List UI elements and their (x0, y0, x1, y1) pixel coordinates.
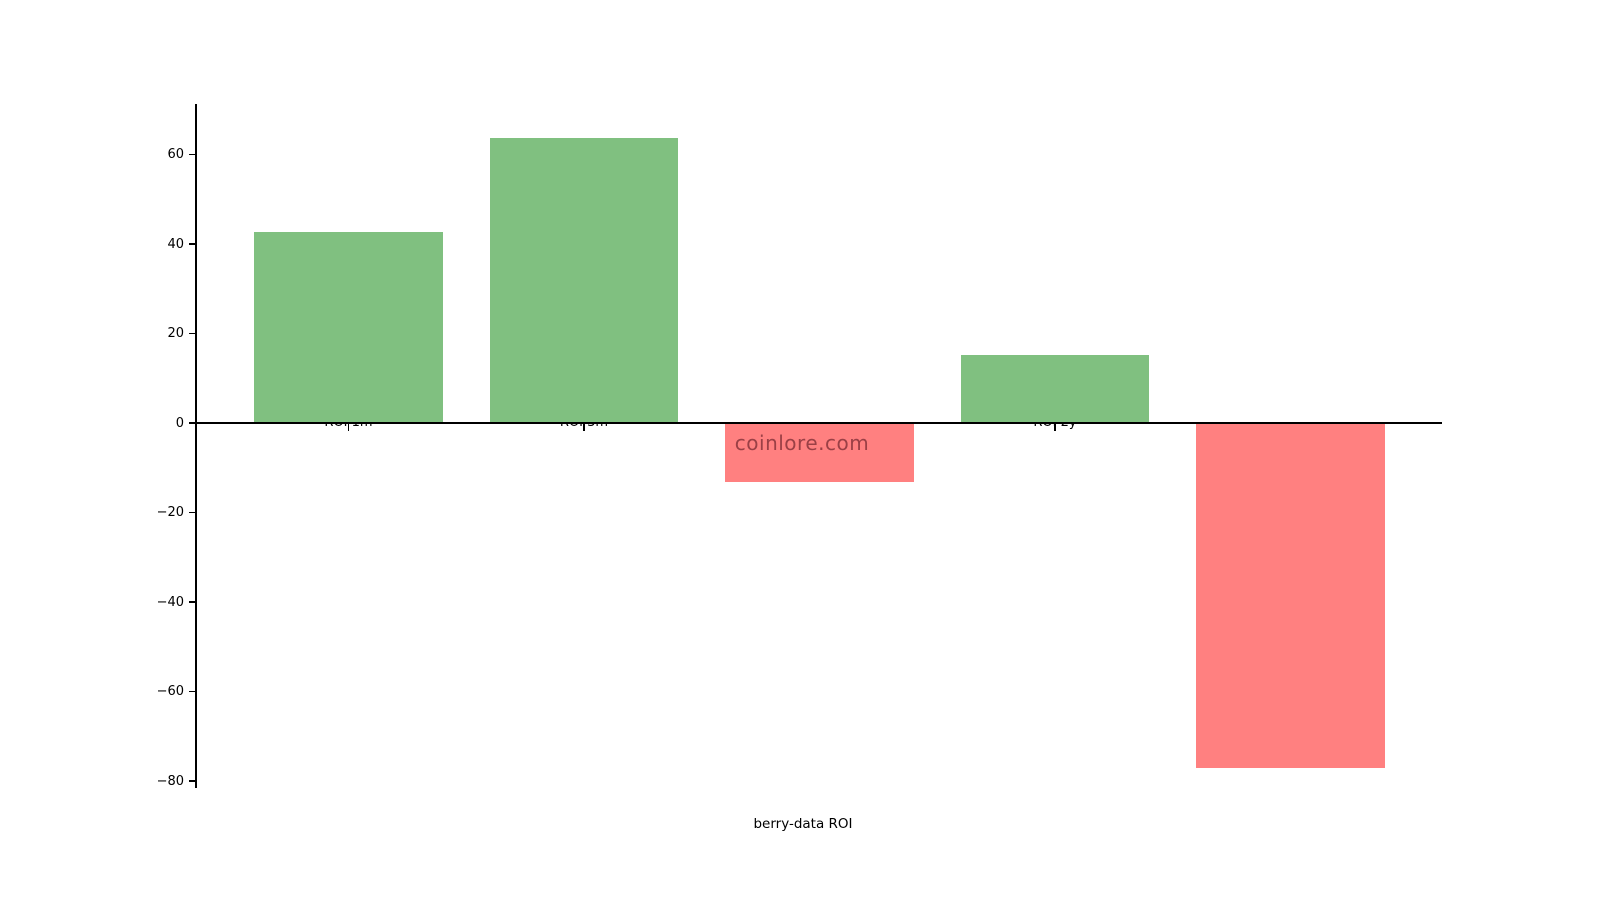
y-tick (189, 690, 196, 693)
bar-unlabeled-2 (725, 423, 914, 482)
y-tick-label: −40 (156, 594, 184, 610)
x-axis-zero-line (196, 422, 1442, 424)
y-tick-label: 0 (175, 415, 184, 431)
y-tick (189, 243, 196, 245)
bar-roi-3m (489, 138, 679, 423)
y-tick-label: −60 (156, 684, 184, 699)
bar-roi-1m (254, 232, 443, 423)
y-tick (189, 780, 196, 782)
y-tick (189, 511, 196, 514)
y-tick (189, 332, 196, 335)
y-tick-label: 60 (167, 147, 184, 162)
y-tick (189, 601, 196, 603)
y-tick (189, 422, 196, 424)
x-tick (1054, 423, 1056, 431)
bar-roi-2y (960, 354, 1150, 423)
x-tick (583, 423, 585, 431)
bar-unlabeled-4 (1196, 423, 1385, 769)
x-axis-title: berry-data ROI (753, 816, 853, 832)
watermark-text: coinlore.com (734, 431, 870, 455)
y-tick-label: −80 (156, 773, 184, 789)
y-axis-spine (195, 104, 197, 788)
y-tick-label: 20 (167, 326, 184, 341)
x-tick (347, 423, 350, 431)
y-tick-label: −20 (156, 505, 184, 520)
y-tick-label: 40 (167, 236, 184, 252)
y-tick (189, 153, 196, 156)
